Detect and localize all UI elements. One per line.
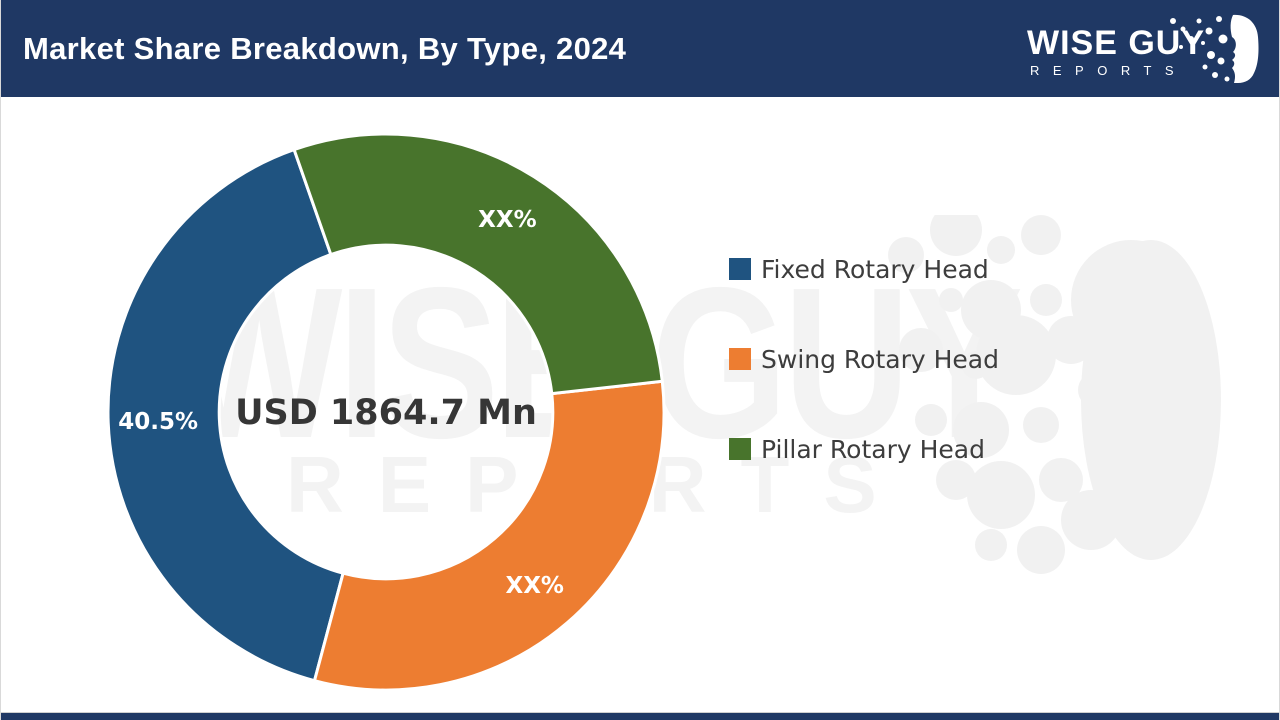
legend-swatch-swing-rotary-head: [729, 348, 751, 370]
legend-item-pillar-rotary-head: Pillar Rotary Head: [729, 432, 999, 466]
logo-subtext: REPORTS: [1030, 63, 1187, 78]
pie-slice-pillar-rotary-head: [292, 132, 664, 396]
legend-swatch-pillar-rotary-head: [729, 438, 751, 460]
legend-item-swing-rotary-head: Swing Rotary Head: [729, 342, 999, 376]
wise-guy-logo: WISE GUY REPORTS: [1027, 14, 1259, 84]
donut-chart: 40.5% XX% XX% USD 1864.7 Mn: [106, 132, 666, 692]
header-bar: Market Share Breakdown, By Type, 2024 WI…: [1, 0, 1279, 97]
legend-item-fixed-rotary-head: Fixed Rotary Head: [729, 252, 999, 286]
pie-slice-fixed-rotary-head: [106, 148, 345, 683]
legend-swatch-fixed-rotary-head: [729, 258, 751, 280]
bottom-divider: [1, 712, 1279, 713]
legend-label: Fixed Rotary Head: [761, 254, 989, 284]
legend-label: Swing Rotary Head: [761, 344, 999, 374]
pie-slice-swing-rotary-head: [313, 379, 666, 692]
slice-label-fixed-rotary-head: 40.5%: [118, 409, 198, 435]
logo-wordmark: WISE GUY: [1027, 24, 1205, 62]
page-title: Market Share Breakdown, By Type, 2024: [23, 30, 627, 66]
slice-label-pillar-rotary-head: XX%: [478, 207, 537, 233]
legend-label: Pillar Rotary Head: [761, 434, 985, 464]
footer-bar: [1, 713, 1279, 720]
logo-face-icon: [1170, 14, 1259, 84]
slice-label-swing-rotary-head: XX%: [505, 573, 564, 599]
chart-legend: Fixed Rotary Head Swing Rotary Head Pill…: [729, 252, 999, 522]
chart-center-value: USD 1864.7 Mn: [235, 393, 537, 433]
